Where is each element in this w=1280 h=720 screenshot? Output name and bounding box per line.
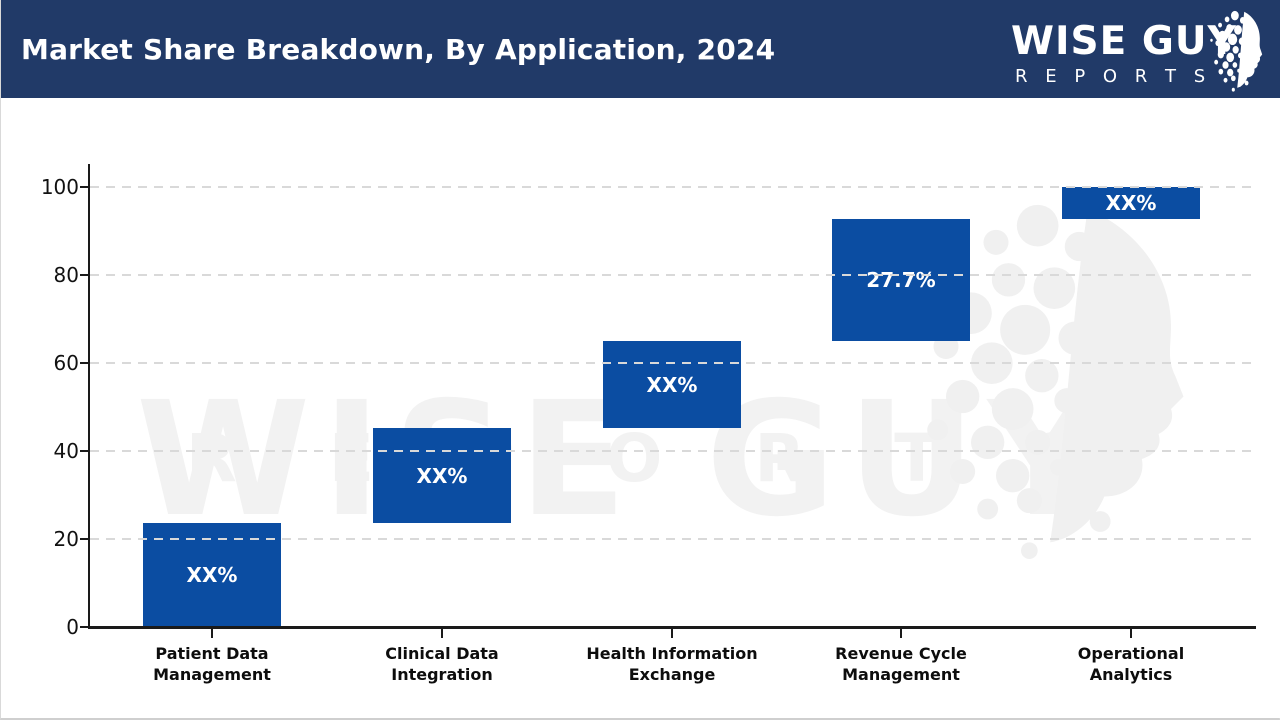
x-axis-line [88,626,1256,629]
gridline-60 [90,362,1255,364]
wiseguy-logo: WISE GUY R E P O R T S [1011,10,1263,92]
bar-1: XX% [373,428,511,524]
y-tick-label-20: 20 [53,527,79,551]
logo-text-reports: R E P O R T S [1015,66,1211,87]
gridline-100 [90,186,1255,188]
y-tick-label-60: 60 [53,351,79,375]
x-tick-mark-0 [211,629,213,638]
y-tick-label-100: 100 [40,175,79,199]
y-tick-label-40: 40 [53,439,79,463]
chart-title: Market Share Breakdown, By Application, … [21,32,776,66]
logo-text-wiseguy: WISE GUY [1011,19,1237,64]
bar-3: 27.7% [832,219,970,341]
gridline-80 [90,274,1255,276]
x-category-label-1: Clinical Data Integration [385,644,499,685]
header-bar: Market Share Breakdown, By Application, … [1,0,1280,98]
x-tick-mark-1 [441,629,443,638]
x-tick-mark-4 [1130,629,1132,638]
y-tick-mark-0 [80,626,89,628]
x-tick-mark-2 [671,629,673,638]
bar-value-label-2: XX% [646,372,698,397]
y-tick-mark-80 [80,274,89,276]
bar-2: XX% [603,341,741,429]
watermark-reports: REPORTS [186,420,1171,497]
bar-0: XX% [143,523,281,627]
gridline-40 [90,450,1255,452]
y-tick-mark-100 [80,186,89,188]
bar-value-label-3: 27.7% [866,268,936,293]
bar-value-label-4: XX% [1105,191,1157,216]
x-category-label-4: Operational Analytics [1077,644,1185,685]
chart-area: WISE GUY REPORTS 0 20 40 60 80 100 XX% XX% XX% 2… [1,98,1280,718]
y-tick-label-0: 0 [66,615,79,639]
gridline-20 [90,538,1255,540]
y-tick-label-80: 80 [53,263,79,287]
x-category-label-0: Patient Data Management [153,644,271,685]
x-category-label-2: Health Information Exchange [586,644,758,685]
y-tick-mark-60 [80,362,89,364]
x-category-label-3: Revenue Cycle Management [835,644,967,685]
y-axis-line [88,164,90,628]
y-tick-mark-40 [80,450,89,452]
bar-value-label-0: XX% [186,563,238,588]
y-tick-mark-20 [80,538,89,540]
bar-4: XX% [1062,187,1200,220]
bar-value-label-1: XX% [416,463,468,488]
x-tick-mark-3 [900,629,902,638]
